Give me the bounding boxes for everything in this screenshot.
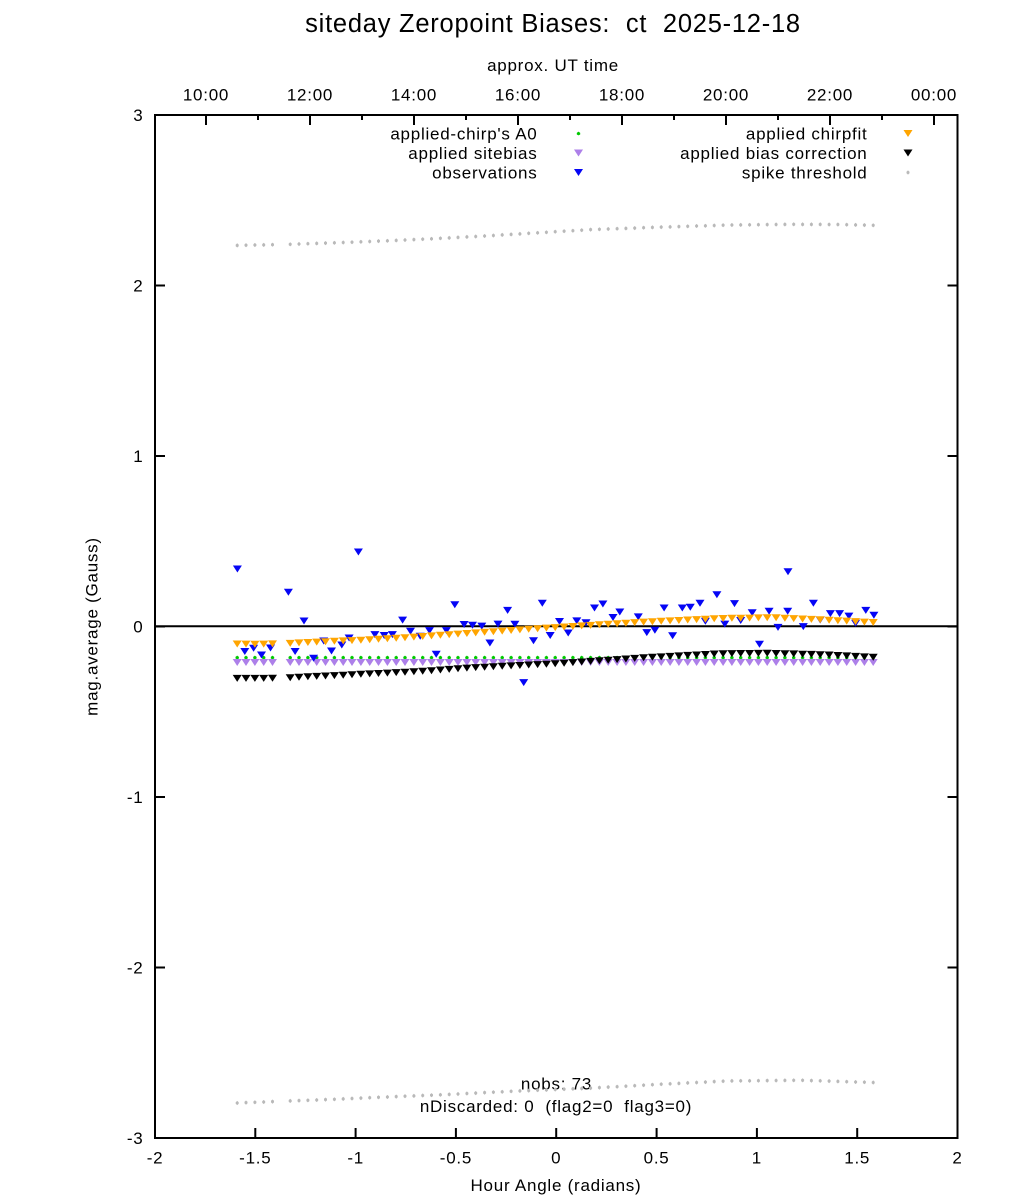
svg-text:18:00: 18:00 (599, 86, 645, 105)
svg-text:-3: -3 (127, 1129, 144, 1148)
svg-text:2: 2 (133, 277, 143, 296)
svg-text:00:00: 00:00 (911, 86, 957, 105)
svg-text:1: 1 (133, 447, 143, 466)
svg-text:0: 0 (133, 618, 143, 637)
svg-text:spike threshold: spike threshold (742, 164, 868, 183)
svg-text:applied chirpfit: applied chirpfit (746, 125, 868, 144)
svg-text:-1: -1 (347, 1149, 364, 1168)
svg-text:16:00: 16:00 (495, 86, 541, 105)
svg-text:3: 3 (133, 106, 143, 125)
svg-text:siteday Zeropoint Biases: ct: siteday Zeropoint Biases: ct 2025-12-18 (305, 10, 801, 38)
svg-text:observations: observations (432, 164, 537, 183)
svg-text:applied-chirp's A0: applied-chirp's A0 (390, 125, 537, 144)
svg-text:0.5: 0.5 (644, 1149, 670, 1168)
svg-text:-2: -2 (127, 959, 144, 978)
svg-text:12:00: 12:00 (287, 86, 333, 105)
svg-text:1: 1 (752, 1149, 762, 1168)
svg-text:-1.5: -1.5 (239, 1149, 271, 1168)
svg-text:-0.5: -0.5 (440, 1149, 472, 1168)
svg-text:-1: -1 (127, 788, 144, 807)
svg-text:applied bias correction: applied bias correction (680, 144, 867, 163)
svg-text:0: 0 (551, 1149, 561, 1168)
svg-text:approx. UT time: approx. UT time (487, 56, 619, 75)
svg-text:10:00: 10:00 (183, 86, 229, 105)
svg-text:nDiscarded: 0 (flag2=0 flag3: nDiscarded: 0 (flag2=0 flag3=0) (420, 1097, 692, 1116)
svg-text:22:00: 22:00 (807, 86, 853, 105)
svg-text:mag.average (Gauss): mag.average (Gauss) (83, 537, 102, 716)
svg-text:nobs: 73: nobs: 73 (521, 1075, 592, 1094)
svg-text:2: 2 (952, 1149, 962, 1168)
svg-text:applied sitebias: applied sitebias (408, 144, 537, 163)
svg-text:Hour Angle (radians): Hour Angle (radians) (471, 1176, 642, 1195)
svg-text:14:00: 14:00 (391, 86, 437, 105)
svg-text:20:00: 20:00 (703, 86, 749, 105)
svg-text:1.5: 1.5 (844, 1149, 870, 1168)
svg-text:-2: -2 (147, 1149, 164, 1168)
